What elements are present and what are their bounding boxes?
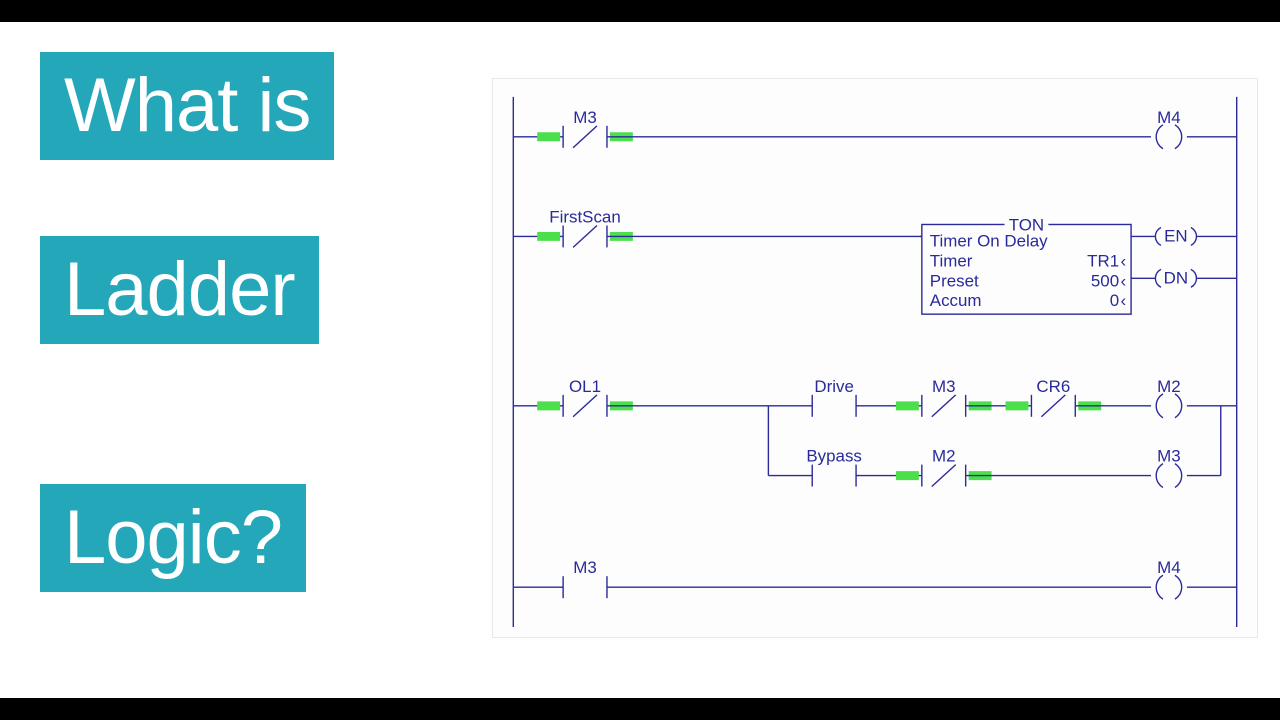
title-line3: Logic? [40, 484, 306, 592]
contact-label: M2 [932, 447, 956, 466]
coil-label: M4 [1157, 108, 1181, 127]
coil-label: M3 [1157, 447, 1181, 466]
coil-label: M2 [1157, 377, 1181, 396]
coil-label: M4 [1157, 558, 1181, 577]
title-line2: Ladder [40, 236, 319, 344]
contact-label: M3 [932, 377, 956, 396]
svg-text:500: 500 [1091, 271, 1119, 290]
svg-text:Timer: Timer [930, 251, 973, 270]
svg-text:Preset: Preset [930, 271, 979, 290]
letterbox-top [0, 0, 1280, 22]
contact-label: FirstScan [549, 207, 620, 226]
contact-label: OL1 [569, 377, 601, 396]
letterbox-bottom [0, 698, 1280, 720]
svg-text:Timer On Delay: Timer On Delay [930, 231, 1048, 250]
contact-label: M3 [573, 108, 597, 127]
ladder-diagram: M3M4FirstScanTONTimer On DelayTimerTR1‹P… [492, 78, 1258, 638]
contact-label: CR6 [1036, 377, 1070, 396]
svg-text:EN: EN [1164, 226, 1188, 245]
svg-text:‹: ‹ [1120, 291, 1126, 310]
svg-text:Accum: Accum [930, 291, 982, 310]
title-line1: What is [40, 52, 334, 160]
svg-text:‹: ‹ [1120, 271, 1126, 290]
contact-label: Bypass [806, 447, 862, 466]
svg-text:TR1: TR1 [1087, 251, 1119, 270]
svg-text:‹: ‹ [1120, 251, 1126, 270]
svg-text:DN: DN [1164, 268, 1188, 287]
contact-label: Drive [814, 377, 854, 396]
svg-text:0: 0 [1110, 291, 1119, 310]
contact-label: M3 [573, 558, 597, 577]
